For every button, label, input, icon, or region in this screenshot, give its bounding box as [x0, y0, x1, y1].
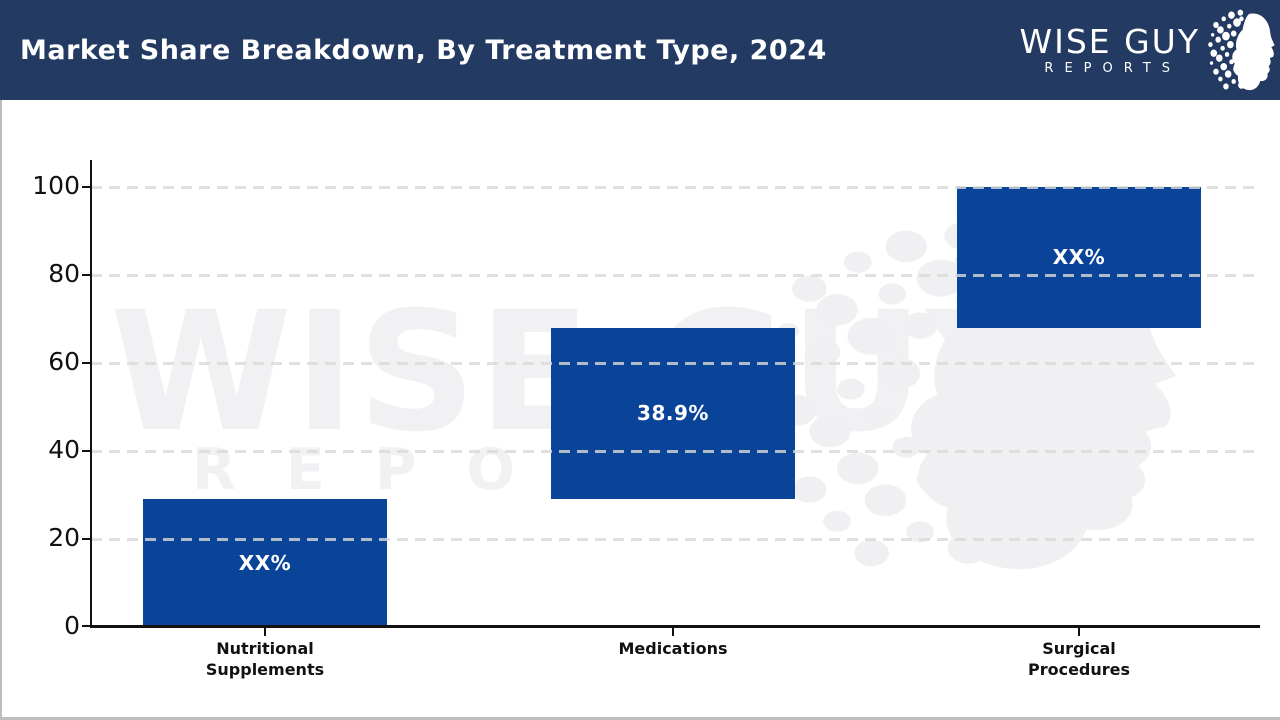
bar-medications: 38.9%	[551, 327, 795, 499]
y-tick	[82, 450, 90, 452]
gridline-60	[91, 362, 1257, 365]
y-tick	[82, 186, 90, 188]
y-tick-label: 20	[48, 523, 80, 552]
x-tick	[264, 628, 266, 636]
gridline-80	[91, 274, 1257, 277]
bar-surgical-procedures: XX%	[957, 187, 1201, 328]
y-tick-label: 100	[32, 171, 80, 200]
category-label-medications: Medications	[618, 639, 728, 658]
gridline-40	[91, 450, 1257, 453]
page-title: Market Share Breakdown, By Treatment Typ…	[20, 34, 827, 66]
x-tick	[1078, 628, 1080, 636]
gridline-20	[91, 538, 1257, 541]
chart-area: WISE GUY REPORTS XX% 38.9% XX%	[2, 100, 1280, 717]
category-label-nutritional-supplements: Nutritional Supplements	[205, 639, 325, 679]
header: Market Share Breakdown, By Treatment Typ…	[0, 0, 1280, 100]
bar-nutritional-supplements: XX%	[143, 498, 387, 627]
y-tick	[82, 538, 90, 540]
y-tick	[82, 362, 90, 364]
x-tick	[672, 628, 674, 636]
brand-logo: WISE GUY REPORTS	[1019, 0, 1280, 100]
bar-value-label: XX%	[238, 550, 292, 575]
logo-wordmark-main: WISE GUY	[1019, 21, 1200, 61]
y-tick	[82, 274, 90, 276]
gridline-100	[91, 186, 1257, 189]
category-label-surgical-procedures: Surgical Procedures	[1027, 639, 1131, 679]
y-tick-label: 60	[48, 347, 80, 376]
x-axis-line	[90, 625, 1260, 628]
y-tick-label: 0	[64, 611, 80, 640]
bar-value-label: XX%	[1052, 245, 1106, 270]
y-axis-line	[90, 160, 92, 627]
logo-face-icon	[1208, 9, 1275, 91]
logo-wordmark-sub: REPORTS	[1044, 60, 1182, 76]
y-tick	[82, 625, 90, 627]
y-tick-label: 80	[48, 259, 80, 288]
bar-value-label: 38.9%	[637, 401, 709, 426]
logo-wordmark: WISE GUY REPORTS	[1019, 21, 1200, 76]
y-tick-label: 40	[48, 435, 80, 464]
